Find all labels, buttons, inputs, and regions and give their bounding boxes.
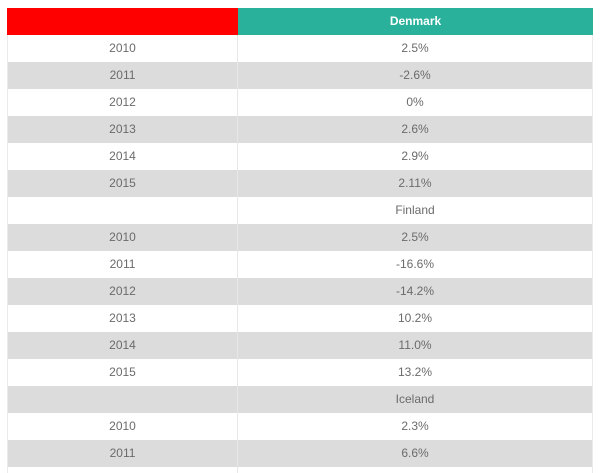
year-cell: 2010 bbox=[8, 35, 238, 62]
table-row[interactable]: 2011 -16.6% bbox=[8, 251, 592, 278]
table-body: 2010 2.5% 2011 -2.6% 2012 0% 2013 2.6% 2… bbox=[8, 35, 592, 473]
table-row[interactable]: 2015 2.11% bbox=[8, 170, 592, 197]
value-cell bbox=[238, 467, 592, 473]
year-cell: 2015 bbox=[8, 170, 238, 197]
table-header-row: Denmark bbox=[7, 8, 593, 35]
value-cell: 0% bbox=[406, 95, 424, 109]
year-cell: 2011 bbox=[8, 440, 238, 467]
value-cell: -14.2% bbox=[395, 284, 435, 298]
table-row[interactable]: 2010 2.5% bbox=[8, 35, 592, 62]
table-row[interactable]: 2014 11.0% bbox=[8, 332, 592, 359]
table-row[interactable]: 2011 6.6% bbox=[8, 440, 592, 467]
year-cell: 2012 bbox=[8, 89, 238, 116]
value-cell: Iceland bbox=[395, 392, 435, 406]
value-cell: -16.6% bbox=[395, 257, 435, 271]
year-cell: 2010 bbox=[8, 224, 238, 251]
table-row[interactable] bbox=[8, 467, 592, 473]
table-row[interactable]: Finland bbox=[8, 197, 592, 224]
table-row[interactable]: 2013 10.2% bbox=[8, 305, 592, 332]
value-cell: Finland bbox=[395, 203, 435, 217]
year-cell: 2013 bbox=[8, 305, 238, 332]
table-row[interactable]: 2011 -2.6% bbox=[8, 62, 592, 89]
table-row[interactable]: 2010 2.3% bbox=[8, 413, 592, 440]
table-row[interactable]: Iceland bbox=[8, 386, 592, 413]
table-row[interactable]: 2015 13.2% bbox=[8, 359, 592, 386]
value-cell: 11.0% bbox=[398, 338, 432, 352]
table-row[interactable]: 2014 2.9% bbox=[8, 143, 592, 170]
year-cell: 2014 bbox=[8, 332, 238, 359]
value-cell: 2.3% bbox=[401, 419, 429, 433]
year-cell: 2014 bbox=[8, 143, 238, 170]
year-cell: 2010 bbox=[8, 413, 238, 440]
year-cell: 2011 bbox=[8, 62, 238, 89]
value-cell: 13.2% bbox=[397, 365, 433, 379]
table-row[interactable]: 2010 2.5% bbox=[8, 224, 592, 251]
value-cell: 6.6% bbox=[401, 446, 429, 460]
year-cell: 2011 bbox=[8, 251, 238, 278]
data-table: Denmark 2010 2.5% 2011 -2.6% 2012 0% 201… bbox=[7, 8, 593, 473]
year-cell: 2013 bbox=[8, 116, 238, 143]
value-cell: 2.5% bbox=[401, 41, 429, 55]
value-cell: 2.6% bbox=[401, 122, 429, 136]
year-cell bbox=[8, 467, 238, 473]
header-cell-denmark[interactable]: Denmark bbox=[238, 8, 593, 35]
header-cell-blank[interactable] bbox=[7, 8, 238, 35]
value-cell: 2.9% bbox=[401, 149, 429, 163]
year-cell: 2015 bbox=[8, 359, 238, 386]
year-cell bbox=[8, 386, 238, 413]
year-cell bbox=[8, 197, 238, 224]
table-row[interactable]: 2012 0% bbox=[8, 89, 592, 116]
year-cell: 2012 bbox=[8, 278, 238, 305]
value-cell: -2.6% bbox=[399, 68, 431, 82]
value-cell: 10.2% bbox=[397, 311, 433, 325]
value-cell: 2.5% bbox=[401, 230, 429, 244]
table-row[interactable]: 2012 -14.2% bbox=[8, 278, 592, 305]
value-cell: 2.11% bbox=[398, 176, 432, 190]
table-row[interactable]: 2013 2.6% bbox=[8, 116, 592, 143]
